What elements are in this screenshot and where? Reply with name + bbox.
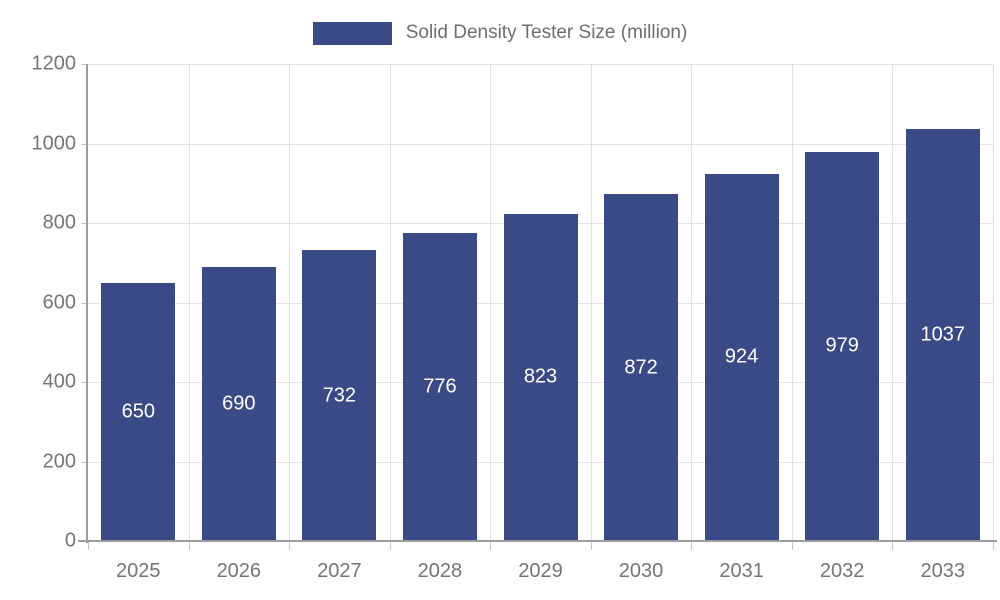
x-axis-tick-label: 2030 [618,560,664,582]
gridline-vertical [389,64,391,541]
x-axis-tick [88,541,89,550]
bar-2027 [302,250,377,541]
x-axis-tick-label: 2025 [116,560,161,582]
bar-2030 [604,194,679,541]
x-axis-tick-label: 2031 [719,560,764,582]
bar-value-label: 823 [523,365,558,388]
gridline-vertical [490,64,492,541]
bar-value-label: 872 [624,356,658,379]
x-axis-tick [490,541,492,550]
y-axis-tick-label: 800 [42,211,76,234]
bar-2025 [101,282,176,541]
bar-2026 [201,266,276,541]
y-axis-tick [81,382,87,383]
gridline-vertical [188,64,190,541]
x-axis-tick-label: 2028 [417,560,463,582]
bar-value-label: 732 [322,384,357,406]
gridline-horizontal [88,143,993,145]
x-axis-tick-label: 2026 [216,560,262,582]
y-axis-line [86,64,88,543]
bar-value-label: 690 [222,392,256,415]
chart-legend[interactable]: Solid Density Tester Size (million) [0,21,1000,45]
y-axis-tick-label: 200 [42,450,76,472]
bar-value-label: 924 [724,345,759,368]
bar-2031 [704,173,779,541]
y-axis-tick-label: 400 [42,370,76,393]
gridline-vertical [892,64,894,541]
x-axis-tick [691,541,693,550]
bar-2028 [402,232,477,541]
x-axis-tick-label: 2029 [518,560,563,582]
bar-value-label: 1037 [920,323,965,346]
legend-swatch-icon [312,21,392,45]
x-axis-tick [289,541,291,550]
y-axis-tick [81,64,87,65]
gridline-vertical [791,64,793,541]
x-axis-tick [590,541,592,550]
y-axis-tick [81,461,87,463]
gridline-horizontal [88,64,993,65]
bar-value-label: 979 [825,334,859,357]
gridline-vertical [590,64,592,541]
gridline-vertical [993,64,994,541]
bar-2033 [905,128,980,541]
y-axis-tick [81,302,87,304]
x-axis-tick [993,541,994,550]
x-axis-tick [389,541,391,550]
x-axis-line [78,540,997,542]
bar-2032 [805,151,880,541]
bar-value-label: 776 [423,375,457,398]
legend-label: Solid Density Tester Size (million) [405,22,688,43]
y-axis-tick [81,143,87,145]
bar-value-label: 650 [121,400,155,423]
x-axis-tick-label: 2032 [819,560,865,582]
y-axis-tick [81,223,87,224]
x-axis-tick [188,541,190,550]
x-axis-tick [791,541,793,550]
x-axis-tick [892,541,894,550]
gridline-vertical [289,64,291,541]
x-axis-tick-label: 2027 [317,560,362,582]
x-axis-tick-label: 2033 [920,560,965,582]
y-axis-tick-label: 600 [42,291,76,313]
bar-2029 [503,213,578,541]
y-axis-tick-label: 1000 [31,132,77,154]
y-axis-tick-label: 1200 [31,52,77,75]
gridline-vertical [691,64,693,541]
y-axis-tick-label: 0 [64,529,76,552]
